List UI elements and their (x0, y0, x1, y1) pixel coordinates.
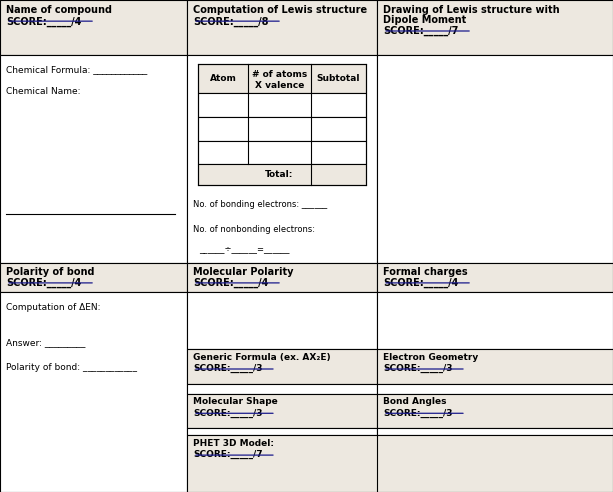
Text: Formal charges: Formal charges (383, 267, 468, 277)
Text: Subtotal: Subtotal (316, 74, 360, 83)
Text: Total:: Total: (264, 170, 293, 179)
Bar (0, 292, 187, 492)
Bar (187, 55, 377, 263)
Text: Molecular Shape: Molecular Shape (193, 397, 278, 406)
Text: Polarity of bond: ____________: Polarity of bond: ____________ (6, 363, 137, 372)
Text: Atom: Atom (210, 74, 237, 83)
Bar (377, 428, 613, 435)
Bar (187, 349, 377, 384)
Bar (0, 0, 187, 55)
Bar (187, 394, 377, 428)
Bar (187, 384, 377, 394)
Bar (198, 117, 366, 141)
Bar (377, 292, 613, 349)
Bar (187, 292, 377, 349)
Bar (377, 384, 613, 394)
Text: X valence: X valence (255, 81, 304, 90)
Text: Computation of Lewis structure: Computation of Lewis structure (193, 5, 367, 15)
Text: # of atoms: # of atoms (252, 70, 307, 79)
Bar (377, 394, 613, 428)
Bar (198, 93, 366, 117)
Text: SCORE:_____/8: SCORE:_____/8 (193, 16, 268, 27)
Text: Electron Geometry: Electron Geometry (383, 353, 478, 362)
Bar (377, 55, 613, 263)
Bar (198, 141, 366, 164)
Bar (187, 435, 613, 492)
Bar (0, 55, 187, 263)
Bar (187, 0, 377, 55)
Bar (377, 0, 613, 55)
Text: Answer: _________: Answer: _________ (6, 338, 85, 347)
Text: Bond Angles: Bond Angles (383, 397, 447, 406)
Text: Chemical Formula: ____________: Chemical Formula: ____________ (6, 65, 147, 74)
Bar (377, 349, 613, 384)
Bar (187, 263, 377, 292)
Text: Computation of ΔEN:: Computation of ΔEN: (6, 303, 101, 311)
Text: SCORE:_____/4: SCORE:_____/4 (6, 278, 82, 288)
Text: Generic Formula (ex. AX₂E): Generic Formula (ex. AX₂E) (193, 353, 331, 362)
Text: Chemical Name:: Chemical Name: (6, 87, 81, 96)
Text: Polarity of bond: Polarity of bond (6, 267, 94, 277)
Text: PHET 3D Model:: PHET 3D Model: (193, 439, 274, 448)
Text: Molecular Polarity: Molecular Polarity (193, 267, 294, 277)
Bar (198, 164, 366, 185)
Bar (377, 263, 613, 292)
Text: SCORE:_____/4: SCORE:_____/4 (6, 16, 82, 27)
Text: No. of nonbonding electrons:: No. of nonbonding electrons: (193, 225, 315, 234)
Text: SCORE:_____/7: SCORE:_____/7 (383, 26, 459, 36)
Bar (187, 428, 377, 435)
Text: No. of bonding electrons: ______: No. of bonding electrons: ______ (193, 200, 327, 209)
Bar (198, 64, 366, 93)
Text: Name of compound: Name of compound (6, 5, 112, 15)
Text: ______÷______=______: ______÷______=______ (199, 244, 290, 253)
Bar (0, 263, 187, 292)
Text: SCORE:_____/3: SCORE:_____/3 (193, 408, 262, 418)
Text: SCORE:_____/3: SCORE:_____/3 (383, 408, 452, 418)
Text: SCORE:_____/4: SCORE:_____/4 (193, 278, 268, 288)
Text: Dipole Moment: Dipole Moment (383, 15, 466, 25)
Text: Drawing of Lewis structure with: Drawing of Lewis structure with (383, 5, 560, 15)
Text: SCORE:_____/4: SCORE:_____/4 (383, 278, 459, 288)
Text: SCORE:_____/3: SCORE:_____/3 (193, 364, 262, 373)
Text: SCORE:_____/7: SCORE:_____/7 (193, 450, 263, 460)
Text: SCORE:_____/3: SCORE:_____/3 (383, 364, 452, 373)
